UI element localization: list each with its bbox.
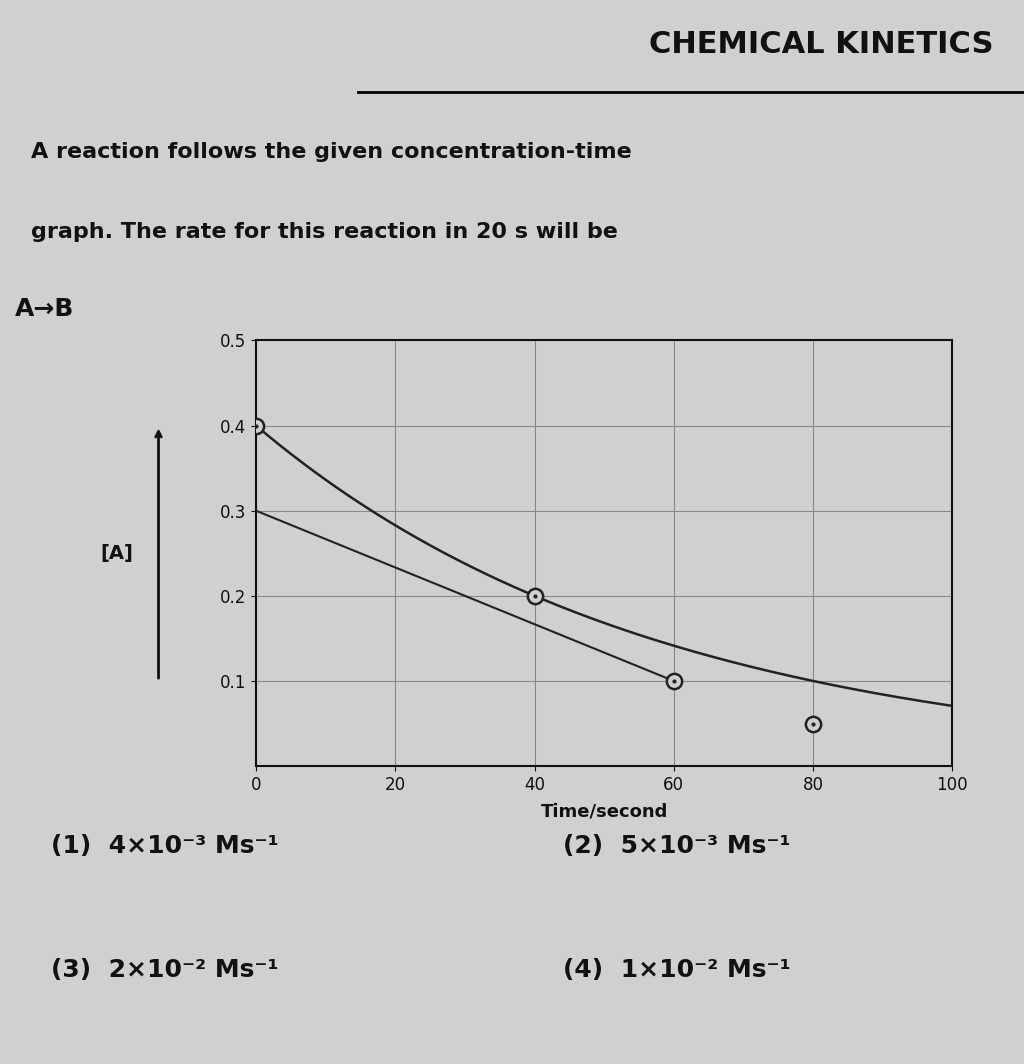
Text: [A]: [A] (100, 544, 133, 563)
Text: (4)  1×10⁻² Ms⁻¹: (4) 1×10⁻² Ms⁻¹ (563, 959, 791, 982)
Text: (3)  2×10⁻² Ms⁻¹: (3) 2×10⁻² Ms⁻¹ (51, 959, 279, 982)
X-axis label: Time/second: Time/second (541, 802, 668, 820)
Text: CHEMICAL KINETICS: CHEMICAL KINETICS (649, 30, 993, 60)
Text: graph. The rate for this reaction in 20 s will be: graph. The rate for this reaction in 20 … (31, 222, 617, 242)
Text: A→B: A→B (15, 297, 75, 320)
Text: (1)  4×10⁻³ Ms⁻¹: (1) 4×10⁻³ Ms⁻¹ (51, 834, 279, 858)
Text: (2)  5×10⁻³ Ms⁻¹: (2) 5×10⁻³ Ms⁻¹ (563, 834, 791, 858)
Text: A reaction follows the given concentration-time: A reaction follows the given concentrati… (31, 143, 632, 162)
